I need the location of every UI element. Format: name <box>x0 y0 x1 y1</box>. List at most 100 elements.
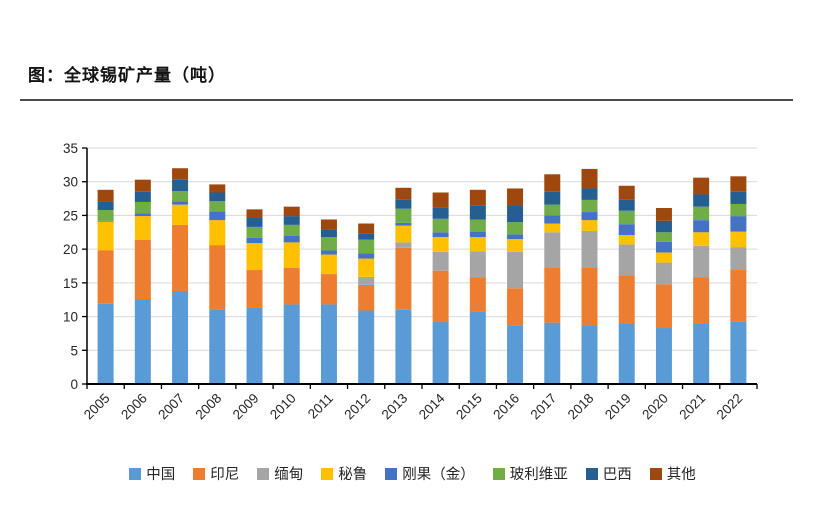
bar-2017-brazil <box>544 191 561 205</box>
x-axis-label-2022: 2022 <box>714 391 746 423</box>
x-axis-label-2007: 2007 <box>155 391 187 423</box>
legend-label-brazil: 巴西 <box>602 467 632 483</box>
bar-2016-others <box>507 188 524 206</box>
bar-2016-drcongo <box>507 234 524 240</box>
bar-2021-brazil <box>693 194 710 207</box>
legend-swatch-brazil <box>585 467 598 480</box>
bar-2011-others <box>320 219 337 230</box>
x-axis-label-2021: 2021 <box>676 391 708 423</box>
bar-2015-myanmar <box>469 251 486 278</box>
legend-label-bolivia: 玻利维亚 <box>509 467 568 483</box>
bar-2017-china <box>544 322 561 384</box>
bar-2011-indonesia <box>320 274 337 305</box>
bar-2010-bolivia <box>283 224 300 236</box>
legend-label-others: 其他 <box>666 467 696 483</box>
bar-2016-myanmar <box>507 251 524 289</box>
bar-2007-others <box>172 168 189 180</box>
bar-2022-bolivia <box>730 203 747 217</box>
bar-2014-indonesia <box>432 270 449 322</box>
bar-2012-peru <box>358 258 375 277</box>
bar-2008-others <box>209 184 226 193</box>
bar-2006-brazil <box>134 191 151 202</box>
bar-2009-peru <box>246 243 263 271</box>
bar-2013-bolivia <box>395 208 412 223</box>
bar-2021-bolivia <box>693 206 710 221</box>
x-axis-label-2013: 2013 <box>379 391 411 423</box>
bar-2012-myanmar <box>358 276 375 285</box>
bar-2020-myanmar <box>655 262 672 285</box>
bar-2007-peru <box>172 204 189 225</box>
bar-2012-brazil <box>358 233 375 240</box>
x-axis-label-2006: 2006 <box>118 391 150 423</box>
bar-2020-china <box>655 328 672 384</box>
legend-swatch-drcongo <box>385 467 398 480</box>
bar-2022-china <box>730 321 747 384</box>
legend-item-myanmar: 缅甸 <box>257 463 303 484</box>
bar-2018-bolivia <box>581 199 598 213</box>
legend-item-china: 中国 <box>129 463 175 484</box>
legend-swatch-peru <box>321 467 334 480</box>
bar-2006-peru <box>134 216 151 240</box>
bar-2012-bolivia <box>358 239 375 254</box>
bar-2016-brazil <box>507 205 524 223</box>
bar-2010-china <box>283 304 300 384</box>
bar-2015-indonesia <box>469 277 486 312</box>
bar-2015-bolivia <box>469 219 486 232</box>
bar-2005-indonesia <box>97 250 114 304</box>
x-axis-label-2018: 2018 <box>565 391 597 423</box>
chart-area: 0 5 10 15 20 25 30 35 2005 2006 2007 2008 2009 2010 20… <box>0 118 825 458</box>
bar-2009-others <box>246 209 263 218</box>
legend-label-drcongo: 刚果（金） <box>402 467 475 483</box>
bar-2014-brazil <box>432 207 449 219</box>
bar-2021-drcongo <box>693 220 710 233</box>
x-axis-label-2012: 2012 <box>341 391 373 423</box>
bar-2022-indonesia <box>730 270 747 322</box>
bar-2014-drcongo <box>432 232 449 238</box>
x-axis-label-2017: 2017 <box>528 391 560 423</box>
bar-2018-indonesia <box>581 268 598 327</box>
x-axis-label-2015: 2015 <box>453 391 485 423</box>
y-axis-label-20: 20 <box>63 242 78 257</box>
bar-2011-bolivia <box>320 237 337 251</box>
bar-2008-bolivia <box>209 201 226 212</box>
legend-label-indonesia: 印尼 <box>210 467 240 483</box>
bar-2015-china <box>469 311 486 384</box>
bar-2007-china <box>172 290 189 384</box>
bar-2019-china <box>618 323 635 384</box>
bar-2010-brazil <box>283 216 300 225</box>
legend-label-myanmar: 缅甸 <box>274 467 304 483</box>
bar-2006-drcongo <box>134 213 151 217</box>
bar-2013-brazil <box>395 199 412 209</box>
bar-2006-indonesia <box>134 239 151 300</box>
bar-2016-peru <box>507 239 524 252</box>
bar-2015-brazil <box>469 205 486 220</box>
bar-2010-others <box>283 206 300 217</box>
bar-2018-peru <box>581 220 598 231</box>
bar-2021-indonesia <box>693 277 710 324</box>
x-axis-label-2016: 2016 <box>490 391 522 423</box>
bar-2019-indonesia <box>618 275 635 324</box>
bar-2007-indonesia <box>172 224 189 291</box>
legend-swatch-others <box>649 467 662 480</box>
bar-2014-others <box>432 192 449 208</box>
x-axis-label-2009: 2009 <box>230 391 262 423</box>
bar-2015-peru <box>469 237 486 252</box>
bar-2019-drcongo <box>618 224 635 235</box>
x-axis-label-2019: 2019 <box>602 391 634 423</box>
bar-2016-china <box>507 325 524 384</box>
bar-2022-others <box>730 176 747 192</box>
bar-2011-drcongo <box>320 250 337 255</box>
bar-2010-indonesia <box>283 268 300 305</box>
bar-2016-bolivia <box>507 222 524 235</box>
bar-2019-peru <box>618 234 635 245</box>
bar-2013-others <box>395 187 412 200</box>
bar-2012-china <box>358 310 375 384</box>
bar-2021-others <box>693 177 710 195</box>
legend-swatch-china <box>129 467 142 480</box>
bar-2020-brazil <box>655 220 672 233</box>
bar-2017-bolivia <box>544 204 561 216</box>
bar-2022-myanmar <box>730 247 747 271</box>
bar-2009-drcongo <box>246 237 263 244</box>
bar-2005-brazil <box>97 201 114 211</box>
